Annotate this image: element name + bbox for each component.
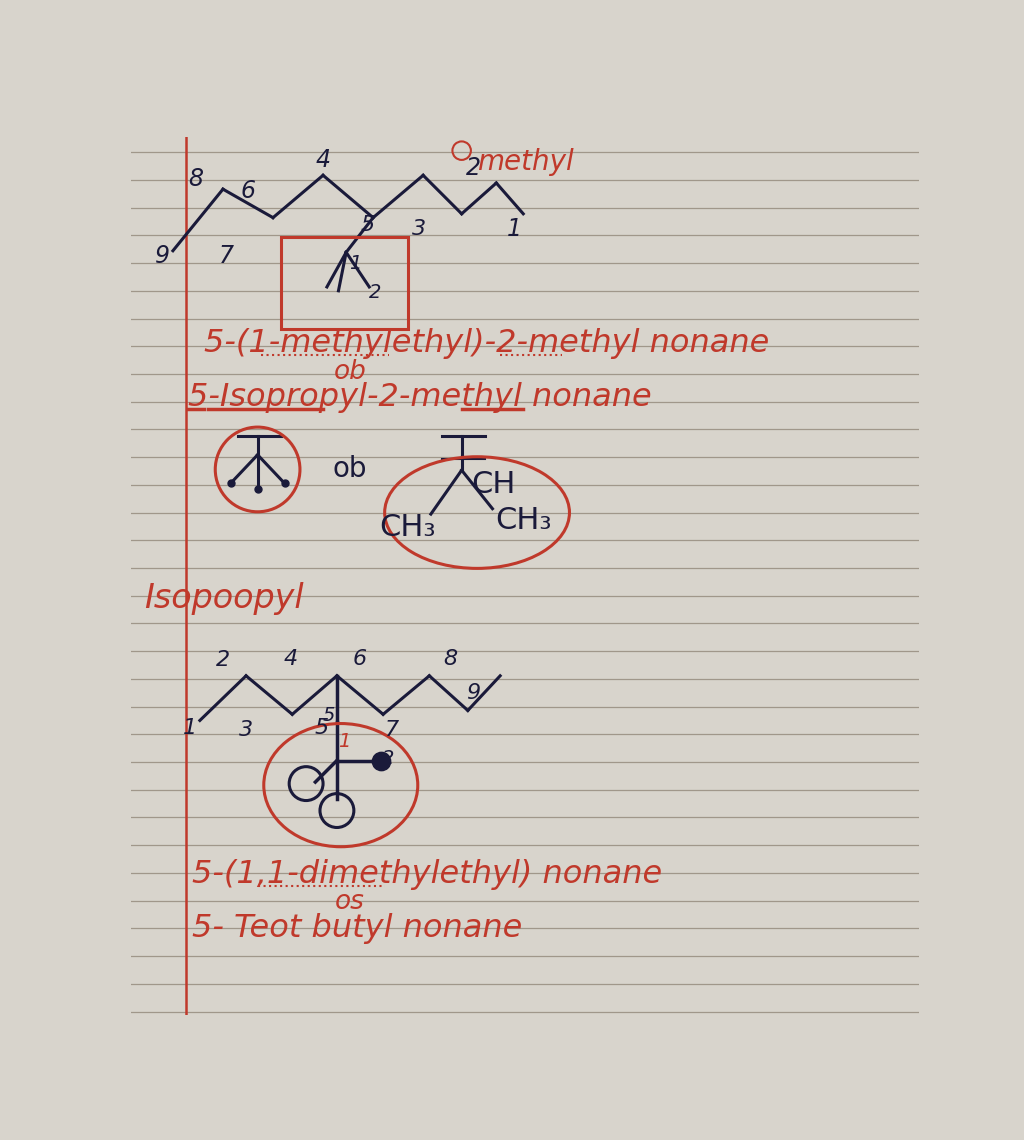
- Text: 1: 1: [349, 254, 361, 274]
- Text: 5- Teot butyl nonane: 5- Teot butyl nonane: [193, 913, 522, 944]
- Text: CH₃: CH₃: [380, 513, 436, 543]
- Text: 5-Isopropyl-2-methyl nonane: 5-Isopropyl-2-methyl nonane: [188, 382, 652, 413]
- Text: 3: 3: [239, 719, 253, 740]
- Text: 2: 2: [216, 651, 230, 670]
- Text: 5: 5: [314, 718, 329, 739]
- Text: 5-(1,1-dimethylethyl) nonane: 5-(1,1-dimethylethyl) nonane: [193, 858, 663, 890]
- Text: 5: 5: [323, 707, 336, 725]
- Text: 6: 6: [241, 179, 256, 203]
- Text: Isopoopyl: Isopoopyl: [144, 583, 304, 616]
- Text: CH₃: CH₃: [495, 506, 552, 535]
- Text: 5: 5: [360, 215, 375, 235]
- Text: 1: 1: [507, 218, 521, 242]
- Text: methyl: methyl: [477, 148, 573, 177]
- Text: 7: 7: [385, 719, 399, 740]
- Text: 1: 1: [339, 732, 351, 751]
- Text: 8: 8: [188, 168, 204, 192]
- Text: 1: 1: [183, 718, 197, 739]
- Text: 2: 2: [382, 749, 394, 768]
- Text: 7: 7: [219, 244, 234, 268]
- Text: os: os: [335, 889, 365, 915]
- Text: 3: 3: [413, 219, 426, 239]
- Text: 4: 4: [315, 148, 331, 172]
- Text: CH: CH: [472, 471, 516, 499]
- Text: 9: 9: [466, 683, 480, 702]
- Text: 5-(1-methylethyl)-2-methyl nonane: 5-(1-methylethyl)-2-methyl nonane: [204, 327, 769, 359]
- Text: ob: ob: [333, 456, 368, 483]
- Text: 2: 2: [466, 155, 480, 180]
- Text: ob: ob: [334, 359, 367, 384]
- Bar: [281, 237, 408, 329]
- Text: 6: 6: [353, 649, 367, 669]
- Text: 9: 9: [156, 244, 170, 268]
- Text: 2: 2: [370, 283, 382, 302]
- Text: 8: 8: [443, 649, 457, 669]
- Text: 4: 4: [284, 649, 298, 669]
